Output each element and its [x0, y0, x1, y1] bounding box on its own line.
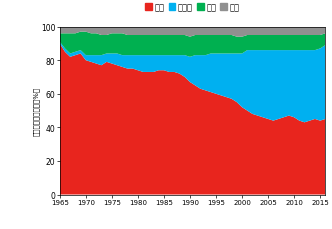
Y-axis label: 一次能源消费占比（%）: 一次能源消费占比（%） — [33, 87, 40, 136]
Legend: 石油, 天然气, 水电, 其他: 石油, 天然气, 水电, 其他 — [145, 3, 240, 12]
